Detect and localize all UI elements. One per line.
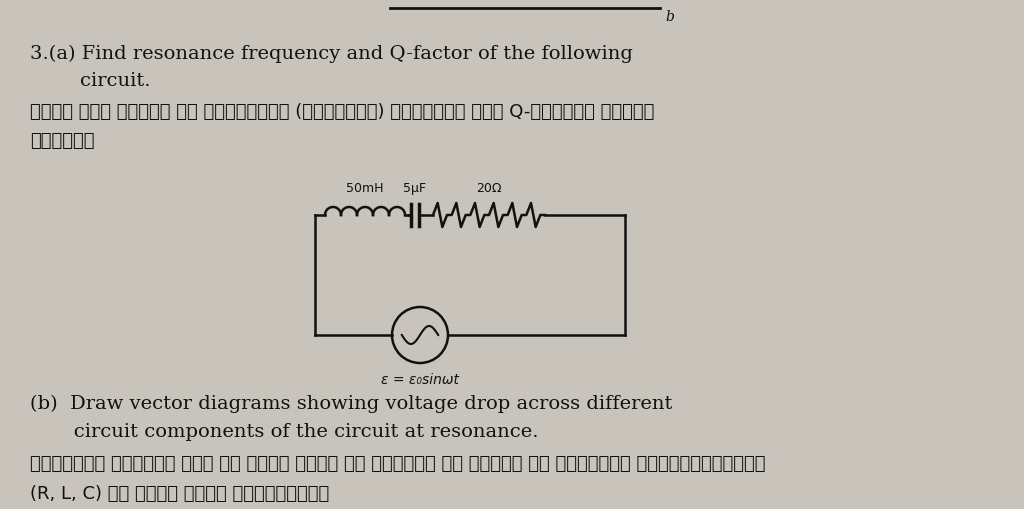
Text: कीजिए।: कीजिए। — [30, 132, 94, 150]
Text: अनुनादी अवस्था में एक सदिश आरेख के माध्यम से परिपथ के विभिन्न कम्पोनेन्ट्स: अनुनादी अवस्था में एक सदिश आरेख के माध्य… — [30, 455, 766, 473]
Text: 20Ω: 20Ω — [476, 182, 502, 195]
Text: (b)  Draw vector diagrams showing voltage drop across different: (b) Draw vector diagrams showing voltage… — [30, 395, 673, 413]
Text: b: b — [665, 10, 674, 24]
Text: 50mH: 50mH — [346, 182, 384, 195]
Text: 3.(a) Find resonance frequency and Q-factor of the following: 3.(a) Find resonance frequency and Q-fac… — [30, 45, 633, 63]
Text: दिये गये परिपथ की रेजोनेंस (अनुनादी) आवृत्ति तथा Q-फैक्टर ज्ञात: दिये गये परिपथ की रेजोनेंस (अनुनादी) आवृ… — [30, 103, 654, 121]
Text: 5µF: 5µF — [403, 182, 427, 195]
Text: circuit components of the circuit at resonance.: circuit components of the circuit at res… — [30, 423, 539, 441]
Text: (R, L, C) के विभव क्षय दर्शाइये।: (R, L, C) के विभव क्षय दर्शाइये। — [30, 485, 330, 503]
Text: ε = ε₀sinωt: ε = ε₀sinωt — [381, 373, 459, 387]
Text: circuit.: circuit. — [30, 72, 151, 90]
